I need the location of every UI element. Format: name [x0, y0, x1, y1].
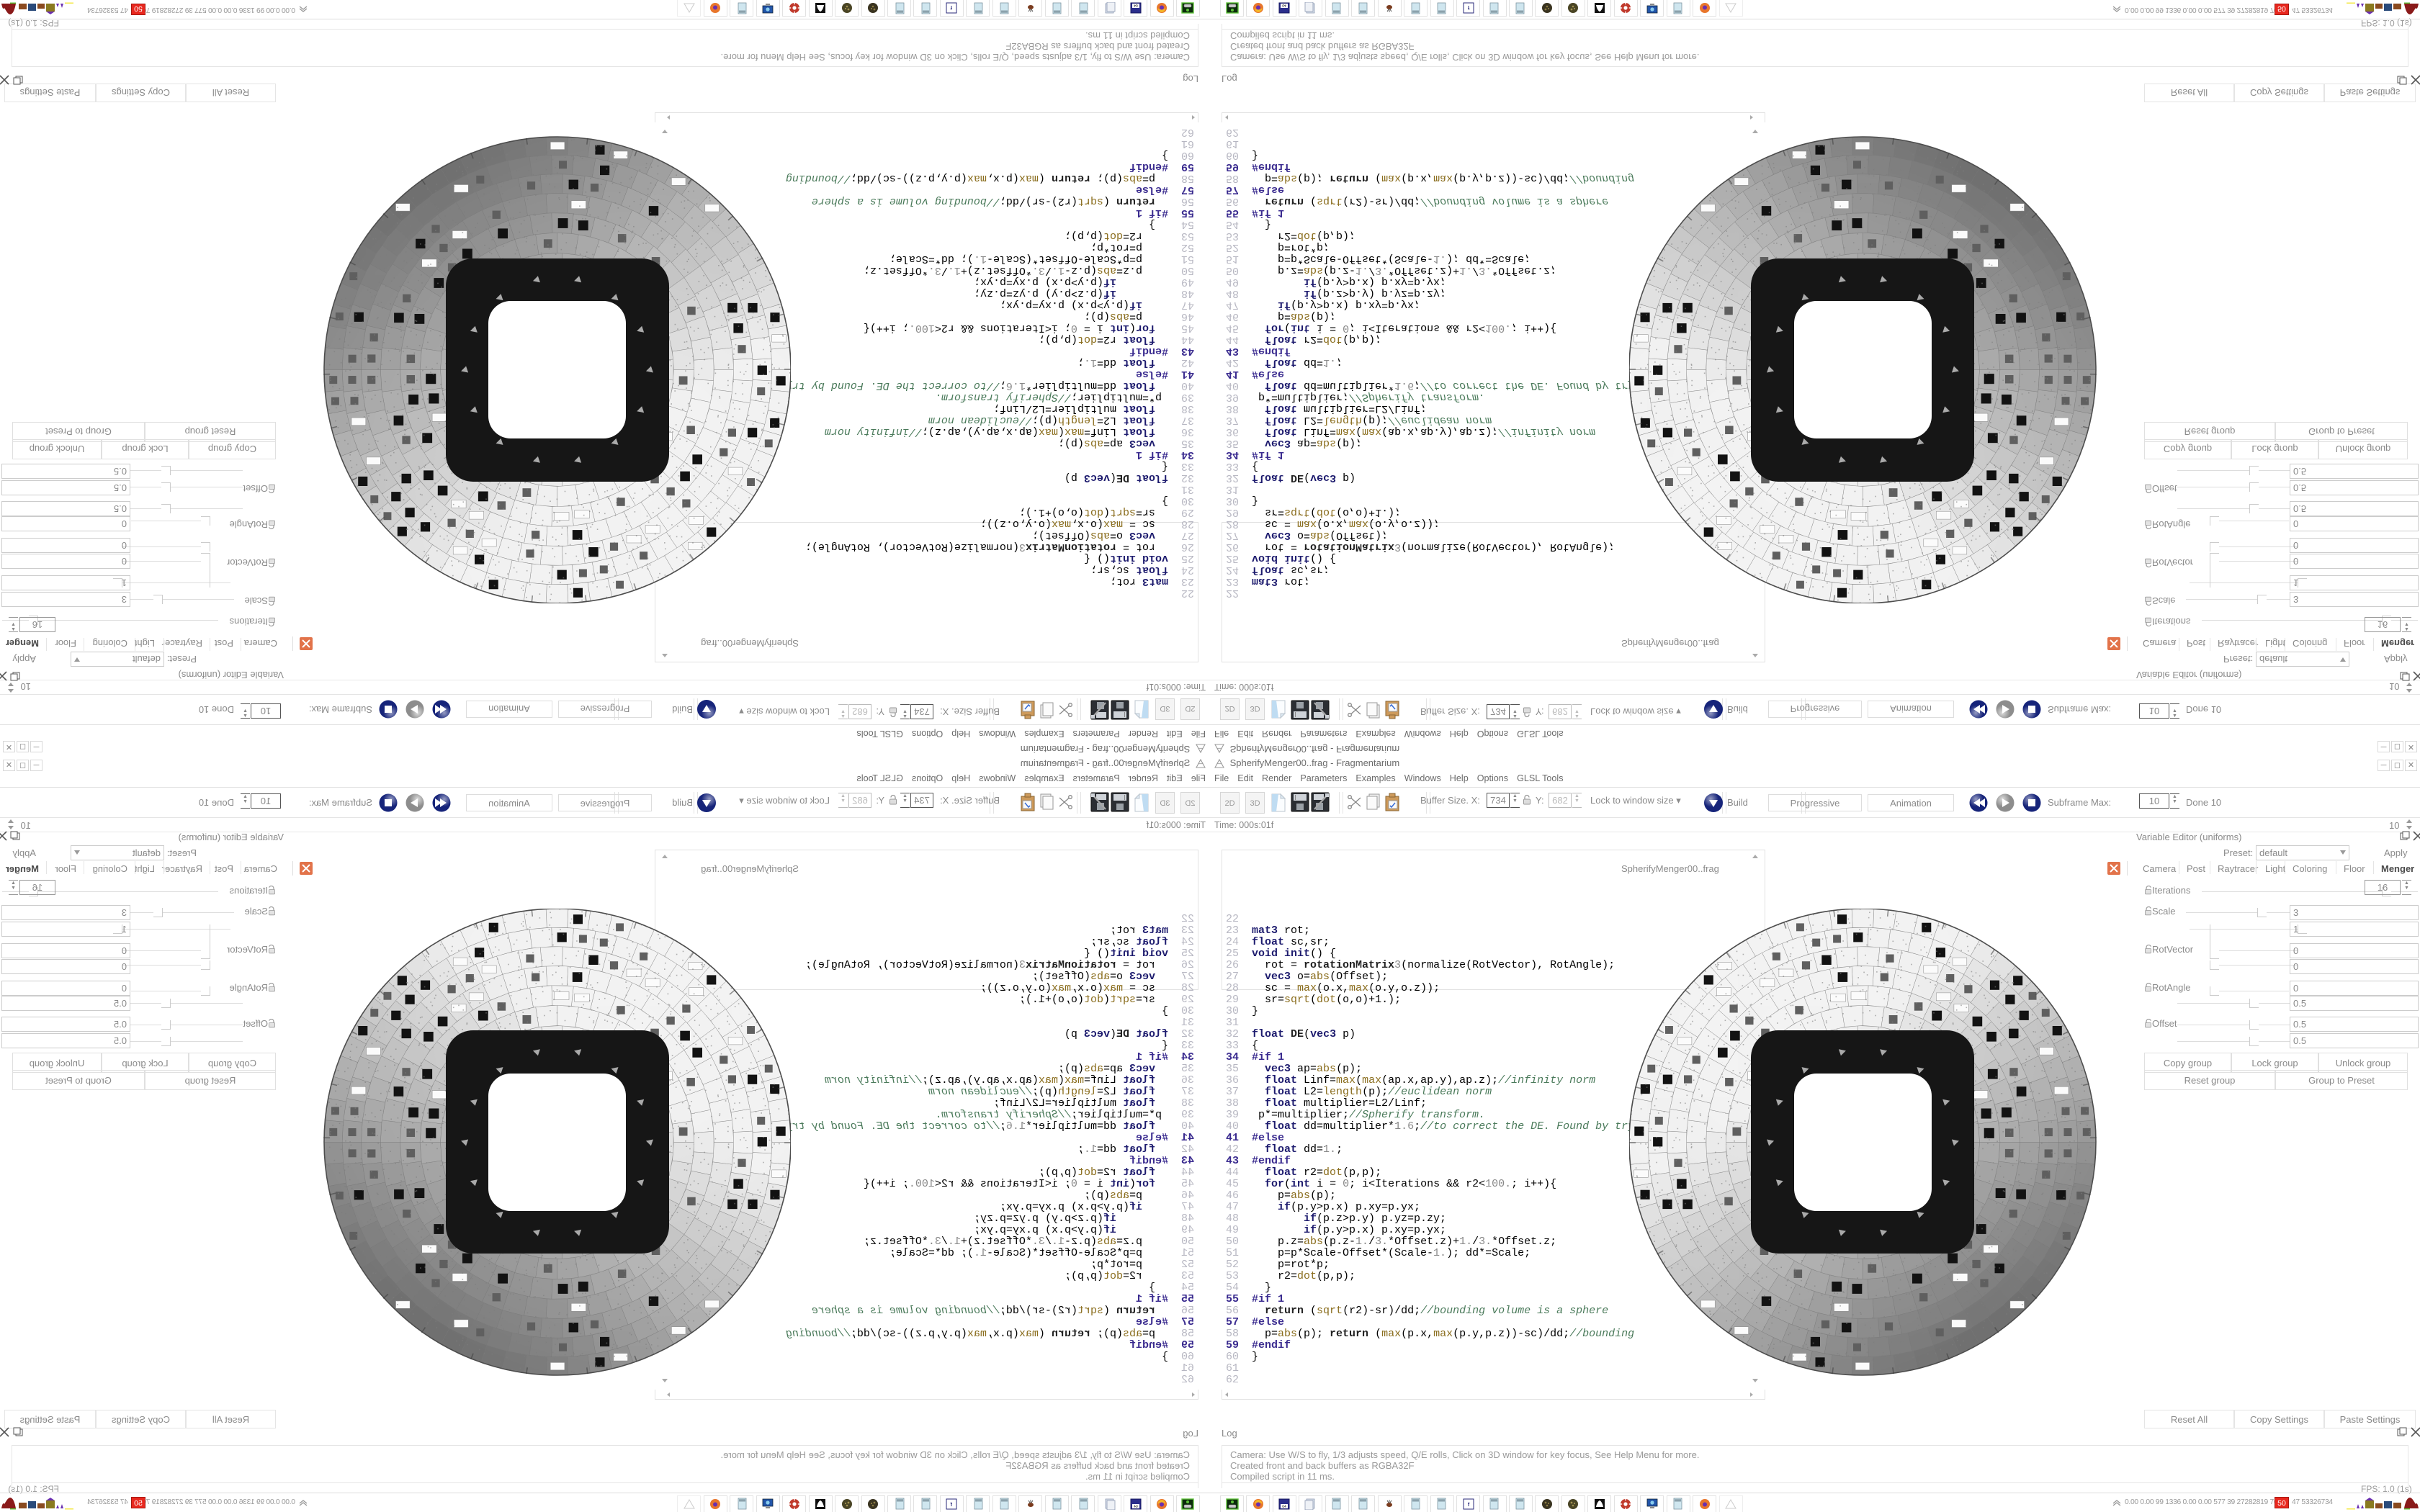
- svg-text:f: f: [951, 4, 953, 9]
- svg-text:64: 64: [1283, 3, 1287, 7]
- svg-text:64: 64: [1134, 3, 1138, 7]
